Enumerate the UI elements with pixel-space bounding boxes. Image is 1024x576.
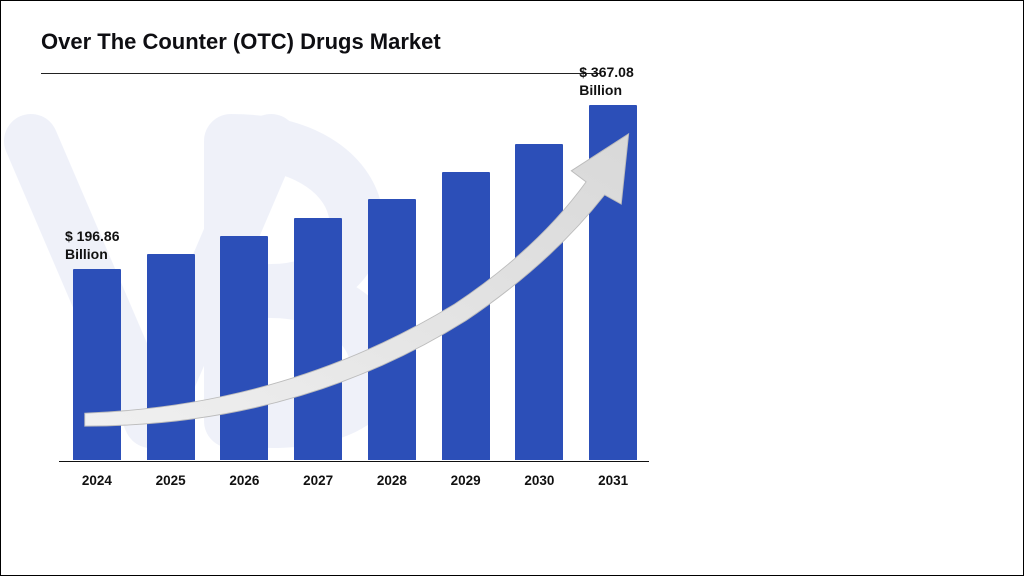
chart-area: 2024$ 196.86Billion202520262027202820292…: [41, 82, 659, 502]
cagr-text: CAGR from 2024 to 2031: [812, 298, 900, 339]
brand-logo-icon: [711, 19, 783, 77]
bar: [515, 144, 563, 460]
left-panel: Over The Counter (OTC) Drugs Market 2024…: [1, 1, 689, 575]
bar: [368, 199, 416, 460]
brand-line2: MARKET: [793, 40, 920, 61]
bar: [294, 218, 342, 460]
bar: [73, 269, 121, 460]
x-tick-label: 2029: [451, 473, 481, 488]
bar-col: 2031$ 367.08Billion: [585, 105, 641, 460]
brand-text-block: VERIFIED® MARKET RESEARCH: [793, 19, 920, 83]
brand-line: VERIFIED®: [793, 19, 920, 40]
x-tick-label: 2027: [303, 473, 333, 488]
right-content: VERIFIED® MARKET RESEARCH 8.10 % CAGR fr…: [689, 1, 1023, 575]
bar: [442, 172, 490, 460]
x-tick-label: 2025: [156, 473, 186, 488]
cagr-value: 8.10 %: [803, 253, 909, 292]
bar-col: 2027: [290, 218, 346, 460]
cagr-line2: 2024 to 2031: [812, 319, 900, 336]
bar-col: 2025: [143, 254, 199, 460]
bar-col: 2029: [438, 172, 494, 460]
title-divider: [41, 73, 601, 74]
bars-container: 2024$ 196.86Billion 2025 2026 2027 2028 2029 2…: [69, 92, 641, 460]
right-panel: VERIFIED® MARKET RESEARCH 8.10 % CAGR fr…: [689, 1, 1023, 575]
bar-col: 2028: [364, 199, 420, 460]
x-tick-label: 2031: [598, 473, 628, 488]
stats-block: 8.10 % CAGR from 2024 to 2031: [689, 83, 1023, 509]
brand-line3: RESEARCH: [793, 62, 920, 83]
bar: [147, 254, 195, 460]
bar-col: 2030: [512, 144, 568, 460]
x-tick-label: 2024: [82, 473, 112, 488]
page-root: Over The Counter (OTC) Drugs Market 2024…: [0, 0, 1024, 576]
bar: [220, 236, 268, 460]
value-label-first: $ 196.86Billion: [65, 228, 120, 263]
brand-block: VERIFIED® MARKET RESEARCH: [689, 1, 1023, 83]
bar-col: 2024$ 196.86Billion: [69, 269, 125, 460]
cagr-line1: CAGR from: [817, 299, 895, 316]
brand-line1: VERIFIED: [793, 20, 903, 39]
registered-mark: ®: [905, 19, 916, 30]
x-axis: [59, 461, 649, 463]
bar: [589, 105, 637, 460]
x-tick-label: 2026: [229, 473, 259, 488]
x-tick-label: 2028: [377, 473, 407, 488]
source-block: Source: www.verifiedmarketresearch.com: [689, 509, 1023, 575]
source-url: www.verifiedmarketresearch.com: [711, 540, 1001, 555]
bar-col: 2026: [217, 236, 273, 460]
source-label: Source:: [711, 523, 1001, 538]
value-label-last: $ 367.08Billion: [579, 64, 634, 99]
x-tick-label: 2030: [524, 473, 554, 488]
chart-title: Over The Counter (OTC) Drugs Market: [41, 29, 659, 55]
